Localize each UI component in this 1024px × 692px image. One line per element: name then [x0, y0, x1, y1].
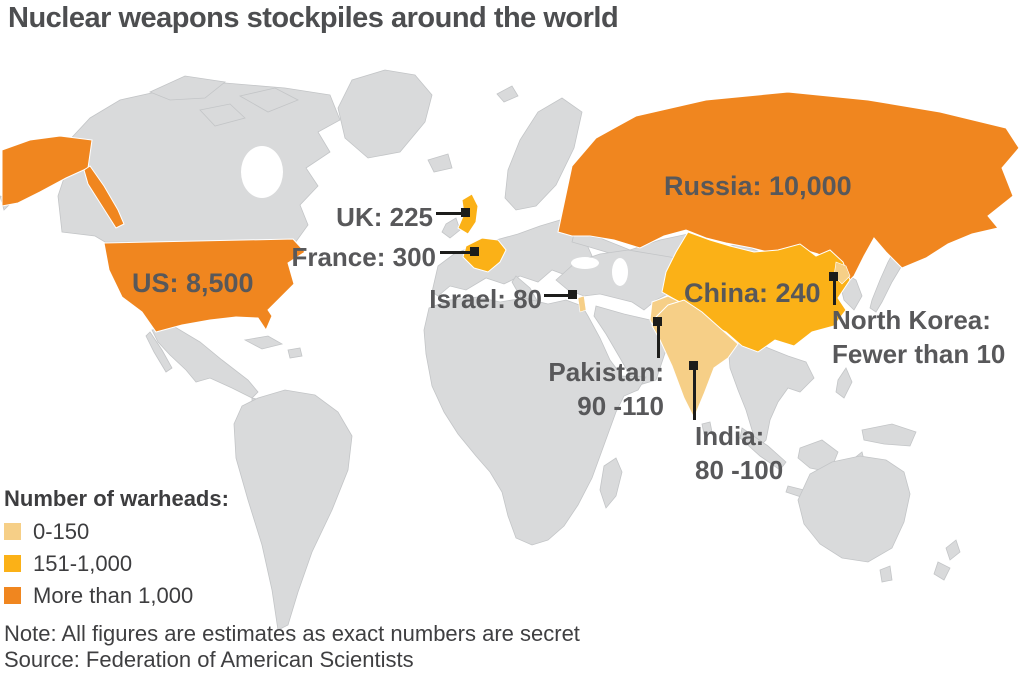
landmass-new-zealand	[945, 539, 961, 561]
country-alaska-panhandle	[83, 165, 125, 229]
pakistan-callout-line	[657, 326, 660, 358]
landmass-sri-lanka	[701, 421, 713, 435]
landmass-madagascar	[599, 457, 623, 509]
landmass-scandinavia	[504, 97, 583, 211]
legend-label-low: 0-150	[33, 519, 90, 544]
legend-item-high: More than 1,000	[4, 583, 304, 608]
north-korea-callout-marker	[829, 272, 838, 281]
landmass-africa	[423, 296, 647, 546]
landmass-indochina	[727, 337, 815, 449]
north-korea-label: North Korea: Fewer than 10	[832, 303, 1005, 371]
landmass-svalbard	[496, 85, 519, 103]
country-russia	[557, 91, 1020, 287]
landmass-canada	[57, 82, 341, 244]
france-label: France: 300	[291, 242, 436, 272]
landmass-philippines	[835, 367, 853, 399]
country-india	[651, 299, 739, 420]
landmass-cuba	[243, 335, 284, 350]
france-callout-marker	[470, 247, 479, 256]
country-france	[462, 237, 507, 273]
north-korea-label-name: North Korea:	[832, 305, 991, 335]
pakistan-label: Pakistan: 90 -110	[504, 355, 664, 423]
china-label: China: 240	[684, 278, 821, 308]
pakistan-label-name: Pakistan:	[548, 357, 664, 387]
india-label-value: 80 -100	[695, 455, 784, 485]
legend-item-mid: 151-1,000	[4, 551, 304, 576]
israel-callout-line	[544, 294, 572, 297]
hudson-bay	[241, 146, 283, 198]
north-korea-callout-line	[833, 281, 836, 305]
landmass-baja	[145, 331, 173, 373]
legend-swatch-high	[4, 587, 21, 604]
us-label: US: 8,500	[132, 268, 254, 298]
landmass-arctic-island	[148, 75, 226, 101]
source-text: Source: Federation of American Scientist…	[4, 647, 414, 672]
pakistan-label-value: 90 -110	[577, 391, 664, 421]
india-label-name: India:	[695, 421, 765, 451]
uk-callout-marker	[461, 208, 470, 217]
legend-heading: Number of warheads:	[4, 486, 229, 511]
landmass-arabia	[593, 305, 667, 387]
landmass-tasmania	[879, 565, 893, 583]
india-callout-marker	[689, 361, 698, 370]
caspian-sea	[612, 258, 628, 286]
pakistan-callout-marker	[653, 317, 662, 326]
uk-callout-line	[436, 212, 464, 215]
legend-label-mid: 151-1,000	[33, 551, 133, 576]
landmass-south-america	[233, 389, 353, 631]
landmass-australia	[797, 455, 911, 563]
israel-label: Israel: 80	[429, 284, 542, 314]
legend-label-high: More than 1,000	[33, 583, 194, 608]
chart-title: Nuclear weapons stockpiles around the wo…	[8, 2, 619, 34]
note-text: Note: All figures are estimates as exact…	[4, 621, 580, 646]
landmass-arctic-island	[238, 87, 299, 113]
landmass-hispaniola	[287, 347, 303, 359]
landmass-ireland	[441, 217, 461, 239]
uk-label: UK: 225	[336, 202, 433, 232]
north-korea-label-value: Fewer than 10	[832, 339, 1006, 369]
landmass-new-zealand	[933, 561, 951, 581]
legend-swatch-mid	[4, 555, 21, 572]
landmass-new-guinea	[861, 423, 917, 447]
india-label: India: 80 -100	[695, 419, 783, 487]
country-alaska	[1, 135, 93, 207]
landmass-iceland	[427, 153, 453, 173]
landmass-sumatra	[739, 427, 787, 471]
france-callout-line	[440, 251, 474, 254]
landmass-mexico	[151, 326, 259, 399]
landmass-greenland	[337, 69, 433, 159]
country-israel	[577, 295, 587, 313]
india-callout-line	[693, 370, 696, 420]
legend-item-low: 0-150	[4, 519, 304, 544]
country-us	[103, 238, 306, 333]
legend-swatch-low	[4, 523, 21, 540]
landmass-arctic-island	[199, 103, 246, 127]
israel-callout-marker	[568, 290, 577, 299]
russia-label: Russia: 10,000	[664, 171, 852, 201]
black-sea	[571, 257, 599, 269]
